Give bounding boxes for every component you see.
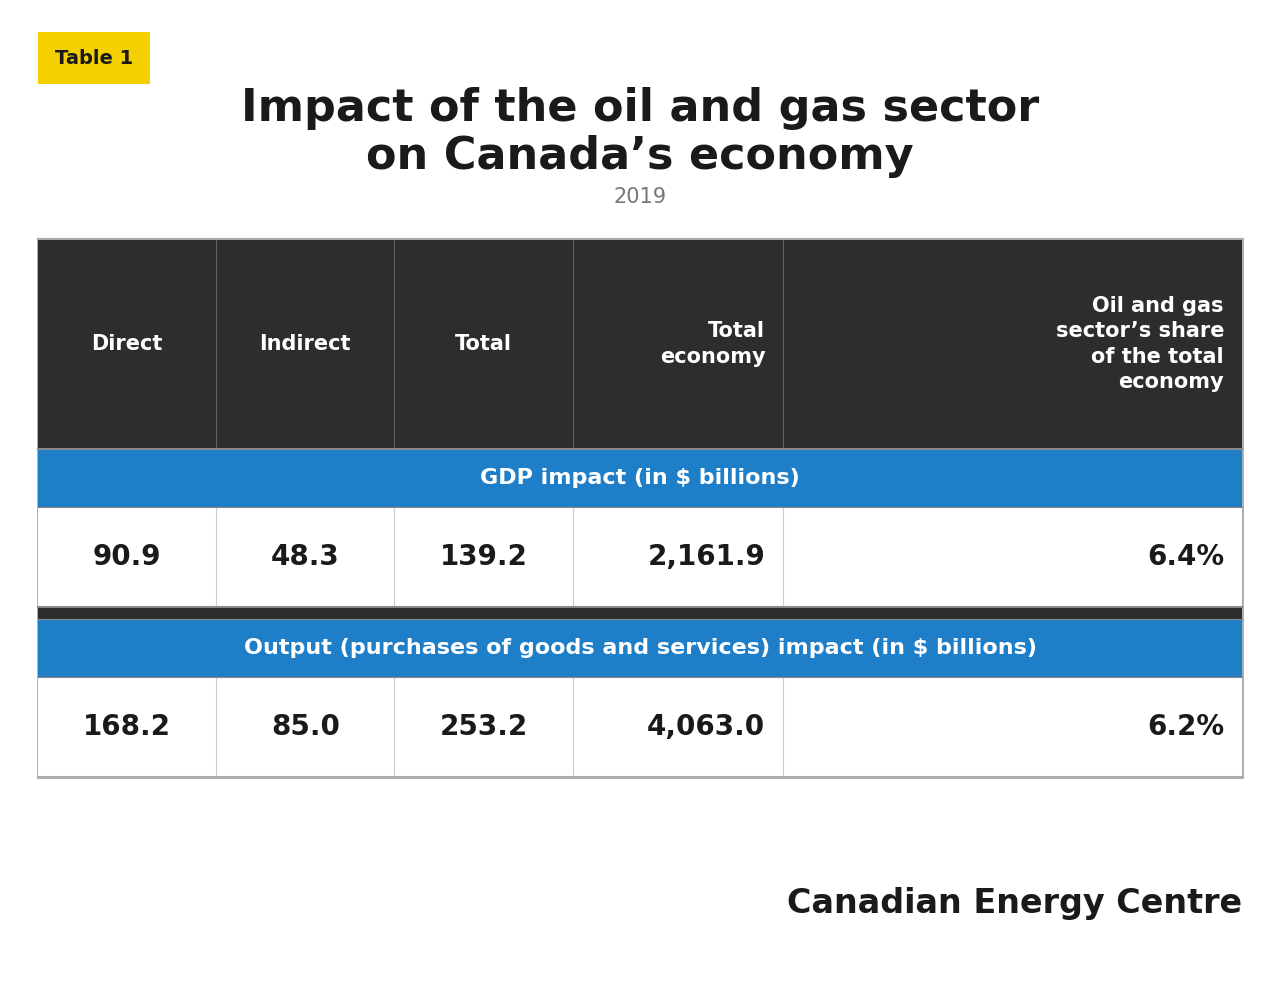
Text: GDP impact (in $ billions): GDP impact (in $ billions) <box>480 468 800 488</box>
Text: 2019: 2019 <box>613 187 667 207</box>
Bar <box>38 607 1242 619</box>
Text: Total: Total <box>454 334 512 354</box>
Text: Output (purchases of goods and services) impact (in $ billions): Output (purchases of goods and services)… <box>243 638 1037 658</box>
Text: Table 1: Table 1 <box>55 48 133 68</box>
Text: Direct: Direct <box>91 334 163 354</box>
Bar <box>38 449 1242 507</box>
Text: 2,161.9: 2,161.9 <box>648 543 765 571</box>
Bar <box>38 677 1242 777</box>
Text: Indirect: Indirect <box>260 334 351 354</box>
Bar <box>38 32 150 84</box>
Bar <box>38 507 1242 607</box>
Bar <box>38 239 1242 449</box>
Text: 90.9: 90.9 <box>93 543 161 571</box>
Text: Total
economy: Total economy <box>659 321 765 367</box>
Text: 4,063.0: 4,063.0 <box>648 713 765 741</box>
Text: 48.3: 48.3 <box>271 543 339 571</box>
Text: 85.0: 85.0 <box>271 713 339 741</box>
Text: 139.2: 139.2 <box>439 543 527 571</box>
Text: 6.2%: 6.2% <box>1147 713 1224 741</box>
Text: 168.2: 168.2 <box>83 713 172 741</box>
Bar <box>38 239 1242 777</box>
Bar <box>38 619 1242 677</box>
Text: on Canada’s economy: on Canada’s economy <box>366 135 914 177</box>
Text: Canadian Energy Centre: Canadian Energy Centre <box>787 888 1242 920</box>
Text: 253.2: 253.2 <box>439 713 527 741</box>
Text: Oil and gas
sector’s share
of the total
economy: Oil and gas sector’s share of the total … <box>1056 295 1224 393</box>
Text: Impact of the oil and gas sector: Impact of the oil and gas sector <box>241 88 1039 131</box>
Text: 6.4%: 6.4% <box>1147 543 1224 571</box>
